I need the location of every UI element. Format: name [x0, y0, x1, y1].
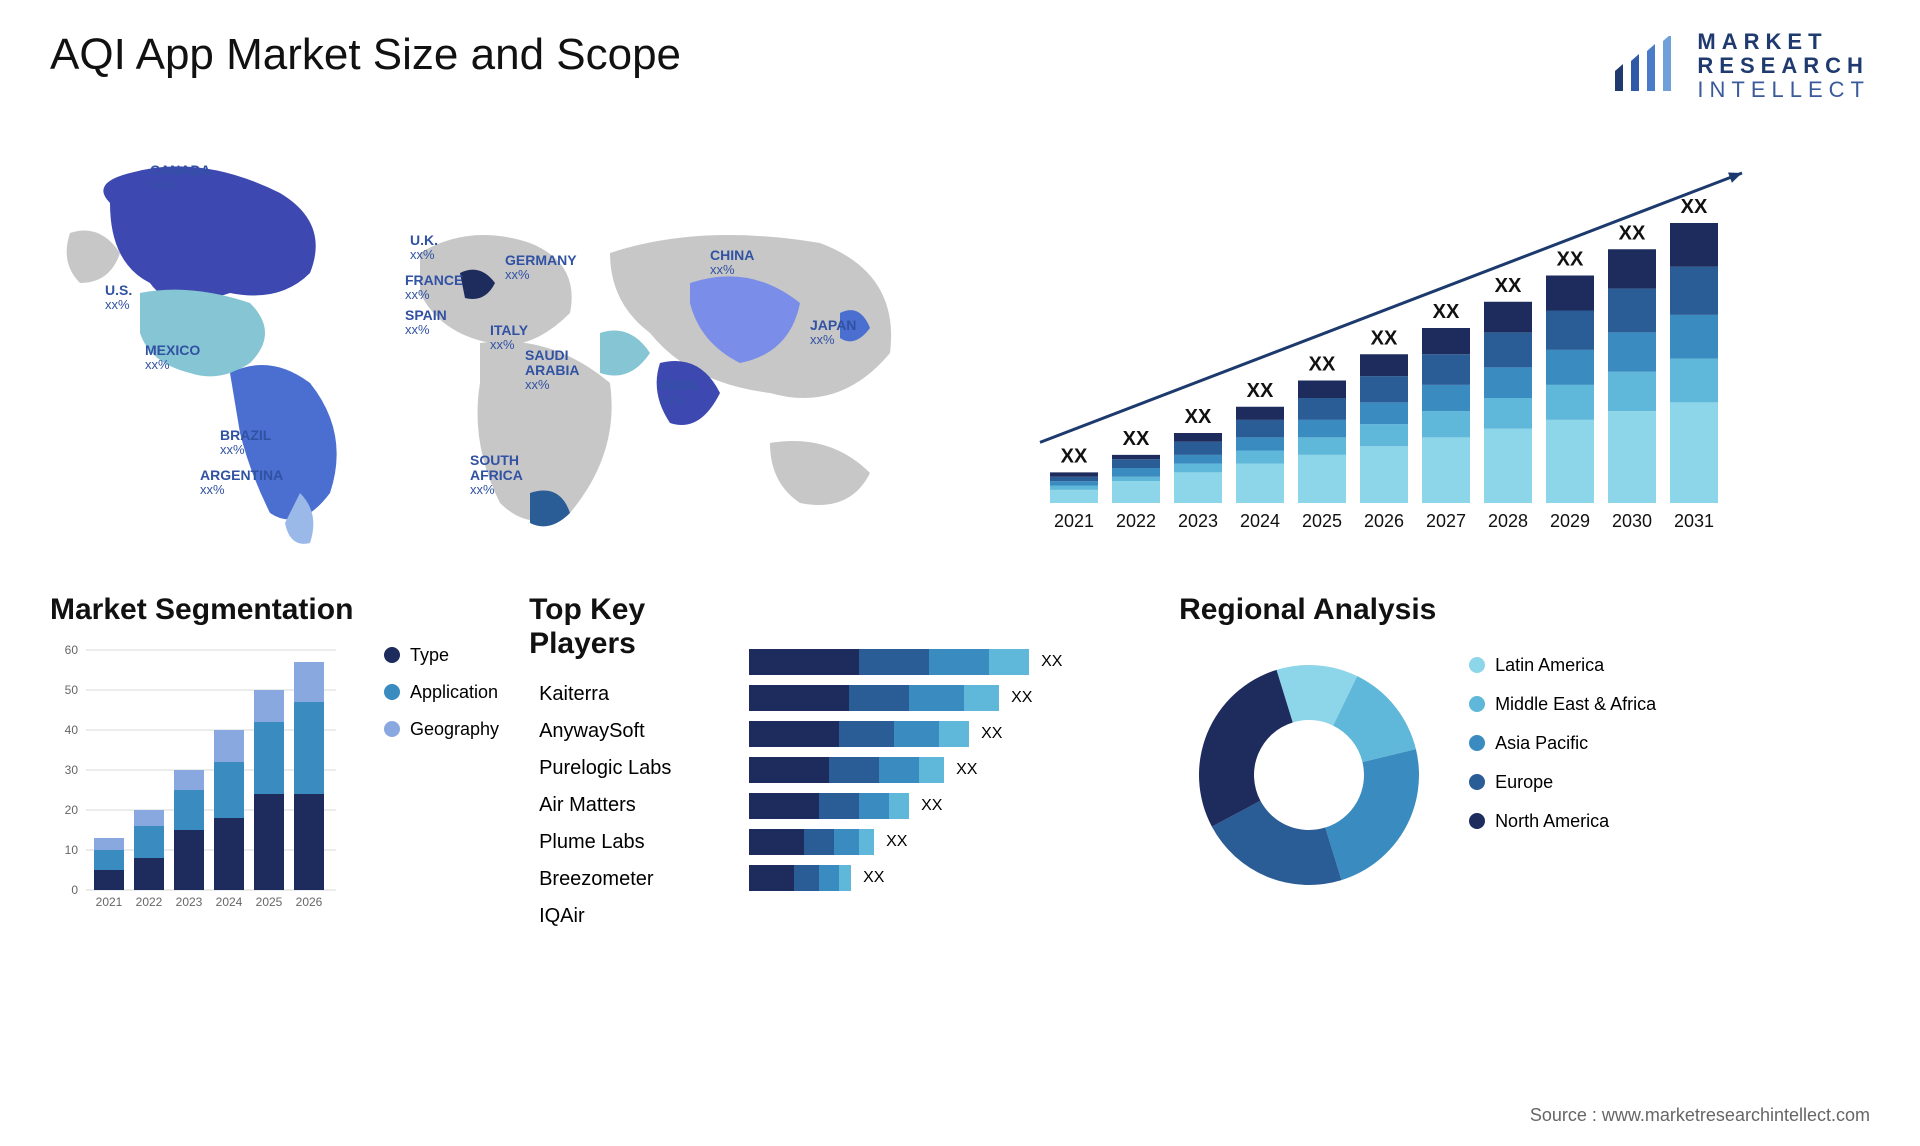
players-title: Top Key Players — [529, 593, 719, 661]
player-name: Kaiterra — [539, 683, 719, 706]
svg-text:2030: 2030 — [1612, 511, 1652, 531]
svg-text:2027: 2027 — [1426, 511, 1466, 531]
svg-text:50: 50 — [65, 683, 79, 697]
player-name: Purelogic Labs — [539, 757, 719, 780]
segmentation-chart: 0 10 20 30 40 50 60 2021 2022 2023 2024 2025 2026 — [50, 645, 360, 925]
regional-panel: Regional Analysis Latin America Middle Ea… — [1179, 593, 1719, 928]
world-map-panel: CANADAxx% U.S.xx% MEXICOxx% BRAZILxx% ARGENT… — [50, 133, 950, 553]
map-label: SOUTHAFRICAxx% — [470, 453, 523, 498]
svg-text:2021: 2021 — [96, 895, 123, 909]
page-title: AQI App Market Size and Scope — [50, 30, 681, 80]
svg-text:2024: 2024 — [1240, 511, 1280, 531]
player-name: Breezometer — [539, 868, 719, 891]
svg-text:XX: XX — [1495, 274, 1522, 296]
svg-text:2026: 2026 — [1364, 511, 1404, 531]
map-label: U.S.xx% — [105, 283, 132, 313]
map-label: MEXICOxx% — [145, 343, 200, 373]
legend-item: Geography — [384, 719, 499, 740]
player-bar-row: XX — [749, 829, 1139, 855]
regional-donut — [1179, 645, 1439, 905]
map-label: CHINAxx% — [710, 248, 754, 278]
growth-chart-svg: XX 2021 XX 2022 XX 2023 XX 2024 XX 2025 XX 2026 XX 20… — [1010, 133, 1870, 553]
svg-text:XX: XX — [1247, 379, 1274, 401]
legend-item: Type — [384, 645, 499, 666]
regional-title: Regional Analysis — [1179, 593, 1719, 627]
svg-text:2025: 2025 — [256, 895, 283, 909]
segmentation-panel: Market Segmentation 0 10 20 30 40 50 60 2021 202… — [50, 593, 499, 928]
svg-text:2022: 2022 — [1116, 511, 1156, 531]
source-text: Source : www.marketresearchintellect.com — [1530, 1105, 1870, 1126]
legend-item: North America — [1469, 811, 1656, 832]
map-label: JAPANxx% — [810, 318, 856, 348]
legend-item: Middle East & Africa — [1469, 694, 1656, 715]
map-label: ITALYxx% — [490, 323, 528, 353]
svg-text:0: 0 — [71, 883, 78, 897]
svg-text:XX: XX — [1371, 327, 1398, 349]
map-label: GERMANYxx% — [505, 253, 577, 283]
svg-text:XX: XX — [1557, 248, 1584, 270]
player-name: AnywaySoft — [539, 720, 719, 743]
regional-legend: Latin America Middle East & Africa Asia Pa… — [1469, 645, 1656, 832]
legend-item: Latin America — [1469, 655, 1656, 676]
player-bar-row: XX — [749, 757, 1139, 783]
svg-text:2025: 2025 — [1302, 511, 1342, 531]
map-label: BRAZILxx% — [220, 428, 271, 458]
logo-line2: RESEARCH — [1697, 54, 1870, 78]
player-bar-row: XX — [749, 685, 1139, 711]
map-label: FRANCExx% — [405, 273, 463, 303]
player-bar-row: XX — [749, 721, 1139, 747]
legend-item: Application — [384, 682, 499, 703]
svg-text:10: 10 — [65, 843, 79, 857]
logo-line3: INTELLECT — [1697, 78, 1870, 102]
players-bars: XX XX XX XX XX XX XX — [749, 593, 1139, 928]
svg-text:2028: 2028 — [1488, 511, 1528, 531]
svg-text:XX: XX — [1123, 427, 1150, 449]
logo: MARKET RESEARCH INTELLECT — [1605, 30, 1870, 103]
segmentation-legend: Type Application Geography — [384, 645, 499, 925]
svg-text:2022: 2022 — [136, 895, 163, 909]
svg-text:XX: XX — [1433, 301, 1460, 323]
svg-text:XX: XX — [1309, 353, 1336, 375]
svg-text:60: 60 — [65, 645, 79, 657]
legend-item: Europe — [1469, 772, 1656, 793]
player-name: IQAir — [539, 905, 719, 928]
player-name: Plume Labs — [539, 831, 719, 854]
logo-line1: MARKET — [1697, 30, 1870, 54]
svg-text:30: 30 — [65, 763, 79, 777]
map-label: INDIAxx% — [660, 378, 698, 408]
player-bar-row: XX — [749, 649, 1139, 675]
players-list: Kaiterra AnywaySoft Purelogic Labs Air Matt… — [539, 679, 719, 928]
map-label: SPAINxx% — [405, 308, 447, 338]
map-label: CANADAxx% — [150, 163, 211, 193]
svg-text:XX: XX — [1619, 222, 1646, 244]
segmentation-title: Market Segmentation — [50, 593, 499, 627]
svg-text:XX: XX — [1061, 445, 1088, 467]
svg-text:2024: 2024 — [216, 895, 243, 909]
svg-text:2031: 2031 — [1674, 511, 1714, 531]
map-label: SAUDIARABIAxx% — [525, 348, 579, 393]
svg-text:40: 40 — [65, 723, 79, 737]
svg-text:2021: 2021 — [1054, 511, 1094, 531]
svg-text:2023: 2023 — [1178, 511, 1218, 531]
map-label: ARGENTINAxx% — [200, 468, 283, 498]
svg-text:2029: 2029 — [1550, 511, 1590, 531]
logo-icon — [1605, 36, 1685, 96]
growth-chart: XX 2021 XX 2022 XX 2023 XX 2024 XX 2025 XX 2026 XX 20… — [1010, 133, 1870, 553]
map-label: U.K.xx% — [410, 233, 438, 263]
legend-item: Asia Pacific — [1469, 733, 1656, 754]
player-bar-row: XX — [749, 865, 1139, 891]
svg-text:20: 20 — [65, 803, 79, 817]
svg-text:XX: XX — [1185, 406, 1212, 428]
player-bar-row: XX — [749, 793, 1139, 819]
svg-text:2026: 2026 — [296, 895, 323, 909]
player-name: Air Matters — [539, 794, 719, 817]
svg-text:2023: 2023 — [176, 895, 203, 909]
svg-text:XX: XX — [1681, 196, 1708, 218]
players-panel: Top Key Players KaiterraAnywaySoftPurelo… — [539, 593, 1139, 928]
